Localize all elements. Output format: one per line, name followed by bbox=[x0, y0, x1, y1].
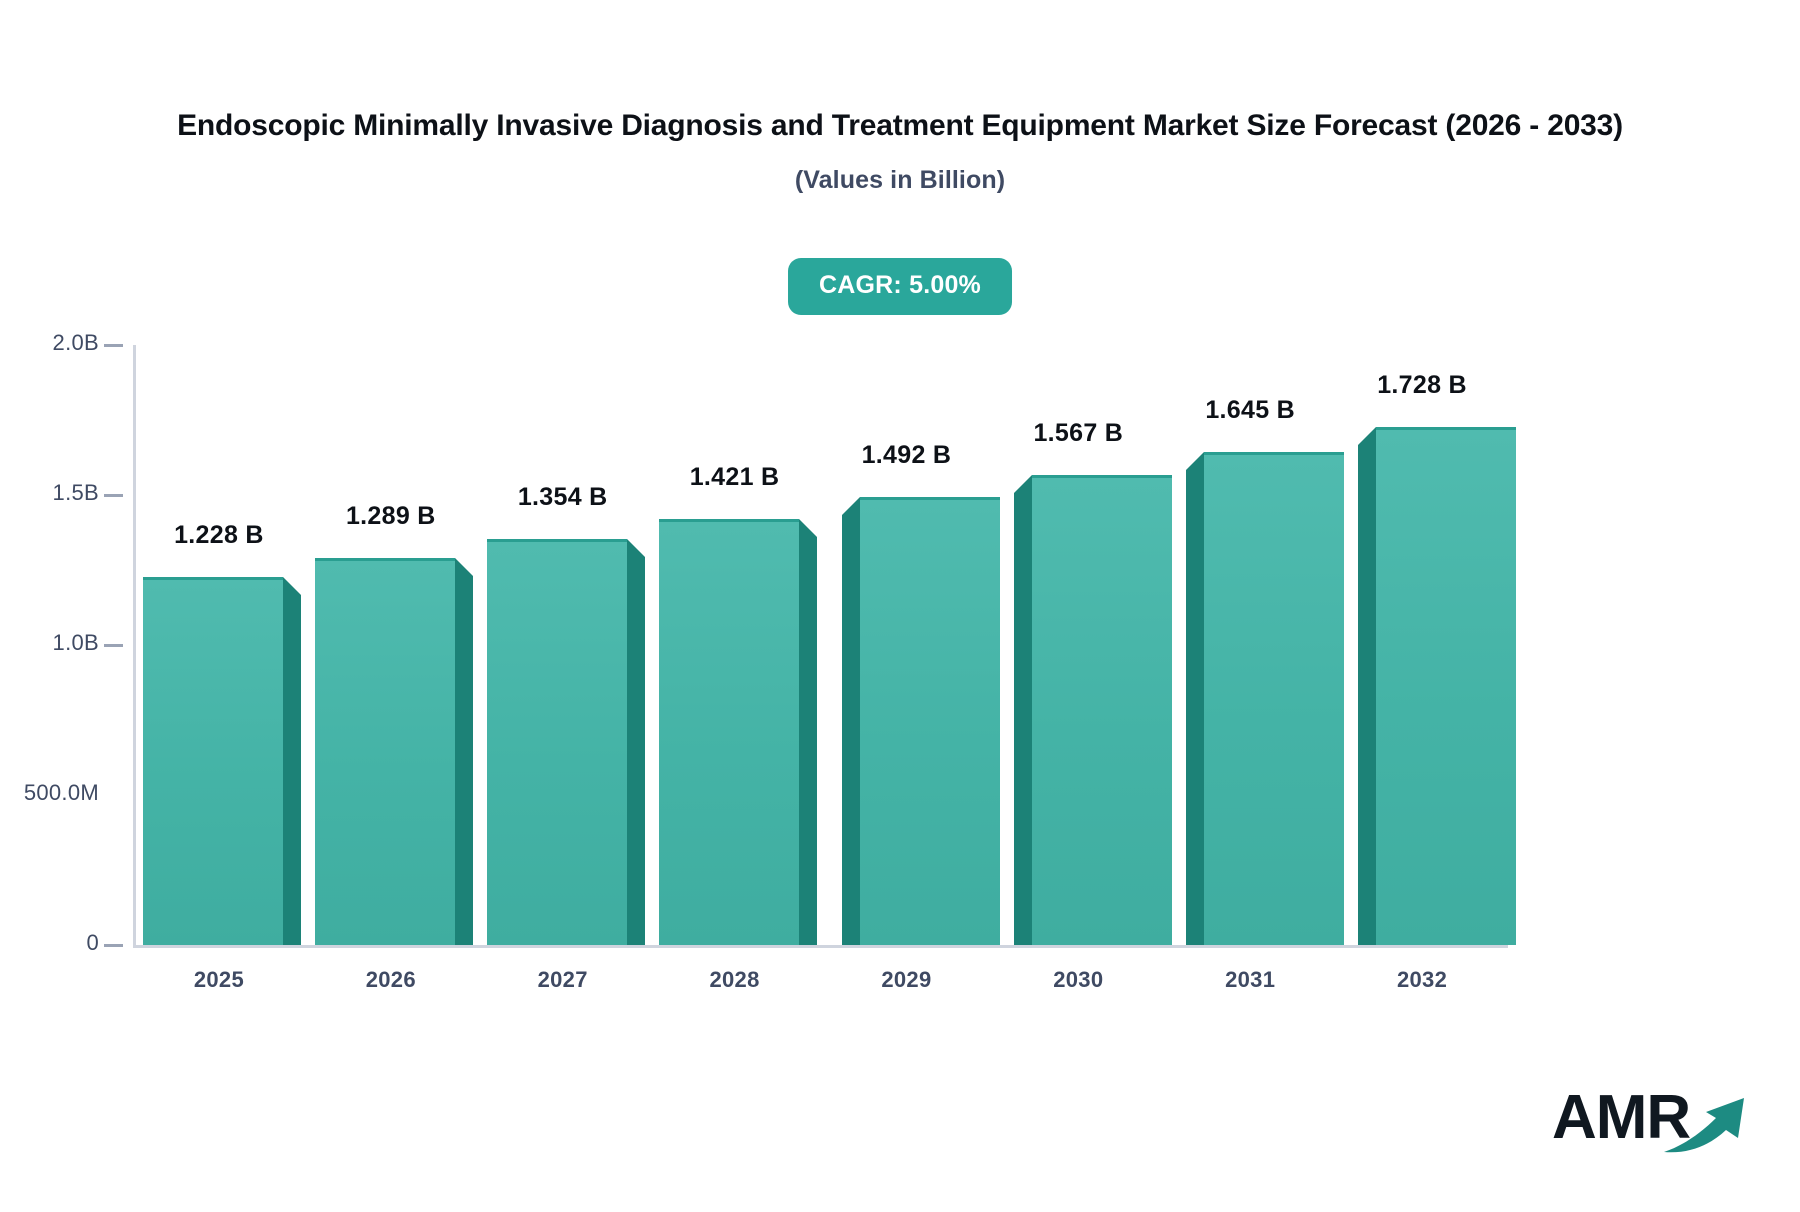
bar-front-face bbox=[142, 576, 283, 945]
x-axis-label-2031: 2031 bbox=[1225, 967, 1276, 992]
bar-front-face bbox=[658, 518, 799, 945]
bar-side-face bbox=[1186, 469, 1205, 945]
bar-front-face bbox=[1032, 474, 1173, 945]
y-axis-tick-dash bbox=[104, 344, 123, 347]
x-axis-label-2030: 2030 bbox=[1053, 967, 1104, 992]
y-axis-tick-dash bbox=[104, 494, 123, 497]
bar-side-face bbox=[454, 576, 473, 945]
y-axis-tick-label: 2.0B bbox=[52, 330, 99, 355]
y-axis-tick-dash bbox=[104, 944, 123, 947]
bar-top-bevel bbox=[454, 558, 473, 577]
bar-front-face bbox=[1376, 426, 1517, 945]
bar-value-label: 1.645 B bbox=[1205, 395, 1296, 424]
bar-side-face bbox=[1014, 492, 1033, 945]
bar-value-label: 1.421 B bbox=[689, 462, 780, 491]
bar-front-face bbox=[860, 497, 1001, 945]
bar-2025[interactable] bbox=[142, 576, 301, 945]
x-axis-label-2028: 2028 bbox=[709, 967, 760, 992]
bar-top-bevel bbox=[1014, 474, 1033, 493]
bar-front-face bbox=[1204, 451, 1345, 945]
bar-2029[interactable] bbox=[842, 497, 1001, 945]
amr-logo-text: AMR bbox=[1552, 1083, 1691, 1152]
page-title: Endoscopic Minimally Invasive Diagnosis … bbox=[177, 109, 1623, 142]
bar-value-label: 1.492 B bbox=[861, 441, 952, 470]
x-axis-label-2029: 2029 bbox=[881, 967, 932, 992]
bar-side-face bbox=[842, 515, 861, 945]
bar-side-face bbox=[798, 536, 817, 945]
bar-2027[interactable] bbox=[486, 538, 645, 945]
bar-side-face bbox=[626, 556, 645, 945]
amr-logo: AMR bbox=[1552, 1072, 1744, 1164]
y-axis-tick-label: 0 bbox=[86, 930, 99, 955]
bar-2032[interactable] bbox=[1358, 426, 1517, 945]
cagr-badge: CAGR: 5.00% bbox=[788, 258, 1012, 315]
y-axis-line bbox=[133, 345, 136, 948]
bar-2028[interactable] bbox=[658, 518, 817, 945]
bar-top-bevel bbox=[626, 538, 645, 557]
chart-subtitle: (Values in Billion) bbox=[794, 165, 1006, 194]
bar-front-face bbox=[314, 558, 455, 945]
y-axis-tick-dash bbox=[104, 644, 123, 647]
bar-front-face bbox=[486, 538, 627, 945]
x-axis-label-2025: 2025 bbox=[193, 967, 245, 992]
bar-value-label: 1.228 B bbox=[174, 520, 264, 549]
y-axis-tick-label: 1.5B bbox=[52, 480, 99, 505]
y-axis-tick-label: 500.0M bbox=[23, 780, 99, 805]
bar-value-label: 1.354 B bbox=[517, 482, 608, 511]
bar-side-face bbox=[282, 594, 301, 945]
bar-top-bevel bbox=[282, 576, 301, 595]
y-axis-tick-label: 1.0B bbox=[52, 630, 99, 655]
bar-2030[interactable] bbox=[1014, 474, 1173, 945]
bar-value-label: 1.289 B bbox=[345, 502, 436, 531]
x-axis-label-2032: 2032 bbox=[1396, 967, 1448, 992]
title-block: Endoscopic Minimally Invasive Diagnosis … bbox=[0, 105, 1800, 195]
bar-value-label: 1.728 B bbox=[1377, 370, 1467, 399]
x-axis-line bbox=[133, 945, 1508, 948]
bar-value-label: 1.567 B bbox=[1033, 418, 1124, 447]
bar-top-bevel bbox=[842, 497, 861, 516]
x-axis-label-2026: 2026 bbox=[365, 967, 416, 992]
growth-arrow-icon bbox=[1664, 1098, 1744, 1153]
bar-top-bevel bbox=[1358, 426, 1377, 445]
bar-2026[interactable] bbox=[314, 558, 473, 945]
bar-top-bevel bbox=[1186, 451, 1205, 470]
x-axis-label-2027: 2027 bbox=[537, 967, 588, 992]
bar-side-face bbox=[1358, 444, 1377, 945]
bar-2031[interactable] bbox=[1186, 451, 1345, 945]
bar-top-bevel bbox=[798, 518, 817, 537]
